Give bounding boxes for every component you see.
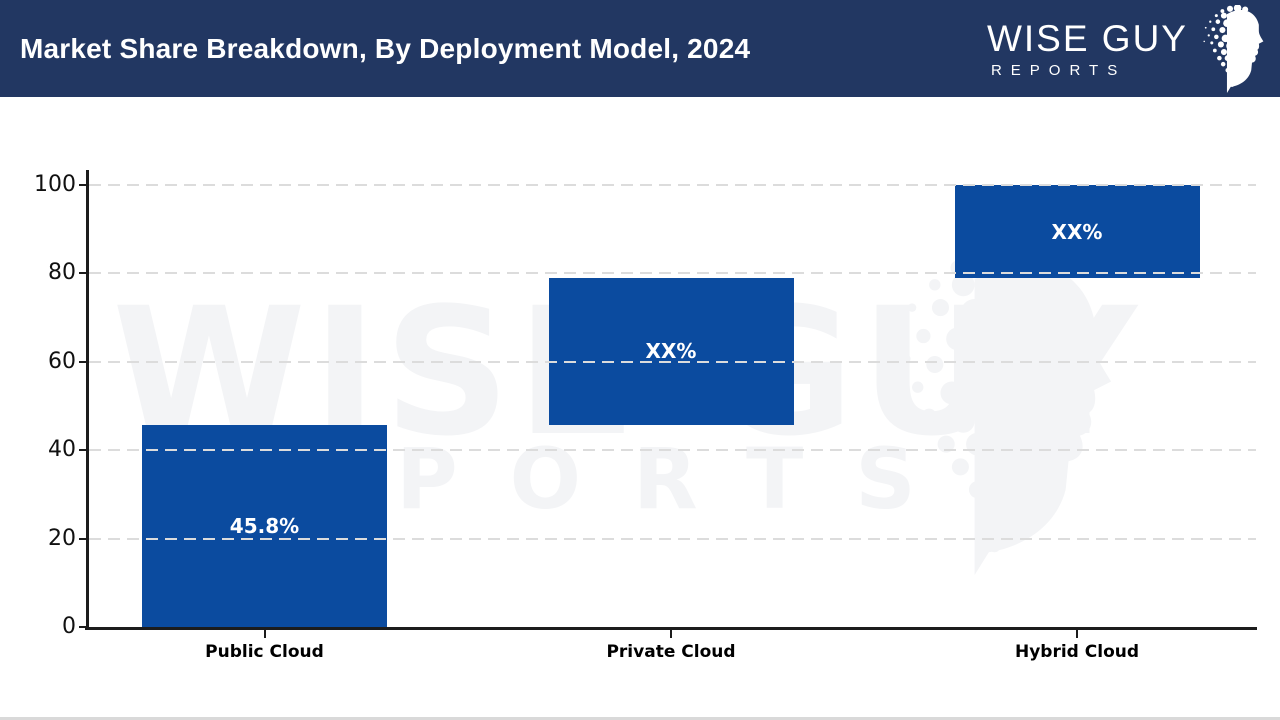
gridline-60: [89, 360, 1256, 363]
y-axis-line: [86, 170, 89, 630]
x-axis-line: [85, 627, 1257, 630]
x-tick-mark: [670, 630, 672, 638]
x-tick-mark: [1076, 630, 1078, 638]
logo-text: WISE GUY REPORTS: [987, 20, 1188, 78]
y-tick-mark: [79, 272, 87, 275]
wise-guy-reports-logo: WISE GUY REPORTS: [987, 5, 1266, 93]
bar-hybrid-cloud: XX%: [954, 185, 1200, 279]
x-tick-mark: [263, 630, 266, 638]
y-tick-label: 80: [48, 260, 76, 286]
dotted-head-logo-icon: [1194, 5, 1266, 93]
bar-private-cloud: XX%: [548, 278, 794, 425]
x-axis-label-private-cloud: Private Cloud: [606, 642, 736, 662]
y-tick-label: 40: [48, 437, 76, 463]
y-tick-label: 60: [48, 348, 76, 374]
y-tick-label: 100: [34, 172, 76, 197]
y-tick-label: 0: [62, 614, 76, 639]
gridline-20: [89, 537, 1256, 540]
chart-area: WISE GUY REPORTS 0 20 40 60 80 100 Public Clou…: [0, 97, 1280, 720]
bar-value-label: XX%: [645, 339, 697, 364]
header-bar: Market Share Breakdown, By Deployment Mo…: [0, 0, 1280, 97]
y-tick-mark: [79, 537, 87, 540]
y-tick-mark: [79, 360, 87, 363]
bar-public-cloud: 45.8%: [142, 424, 387, 627]
bar-value-label: XX%: [1051, 219, 1103, 244]
gridline-40: [89, 449, 1256, 452]
logo-wordmark: WISE GUY: [986, 17, 1188, 59]
x-axis-label-public-cloud: Public Cloud: [205, 642, 324, 662]
y-tick-label: 20: [48, 525, 76, 551]
logo-subtitle: REPORTS: [990, 61, 1127, 79]
chart-title: Market Share Breakdown, By Deployment Mo…: [20, 32, 751, 64]
bottom-border-line: [0, 717, 1280, 720]
y-tick-mark: [79, 626, 87, 628]
x-axis-label-hybrid-cloud: Hybrid Cloud: [1014, 642, 1140, 662]
bar-value-label: 45.8%: [229, 513, 300, 538]
y-tick-mark: [79, 449, 87, 452]
y-tick-mark: [79, 184, 87, 186]
gridline-80: [89, 272, 1256, 275]
gridline-100: [89, 184, 1256, 186]
plot-region: 0 20 40 60 80 100 Public Cloud Private Cloud Hyb…: [0, 97, 1280, 720]
